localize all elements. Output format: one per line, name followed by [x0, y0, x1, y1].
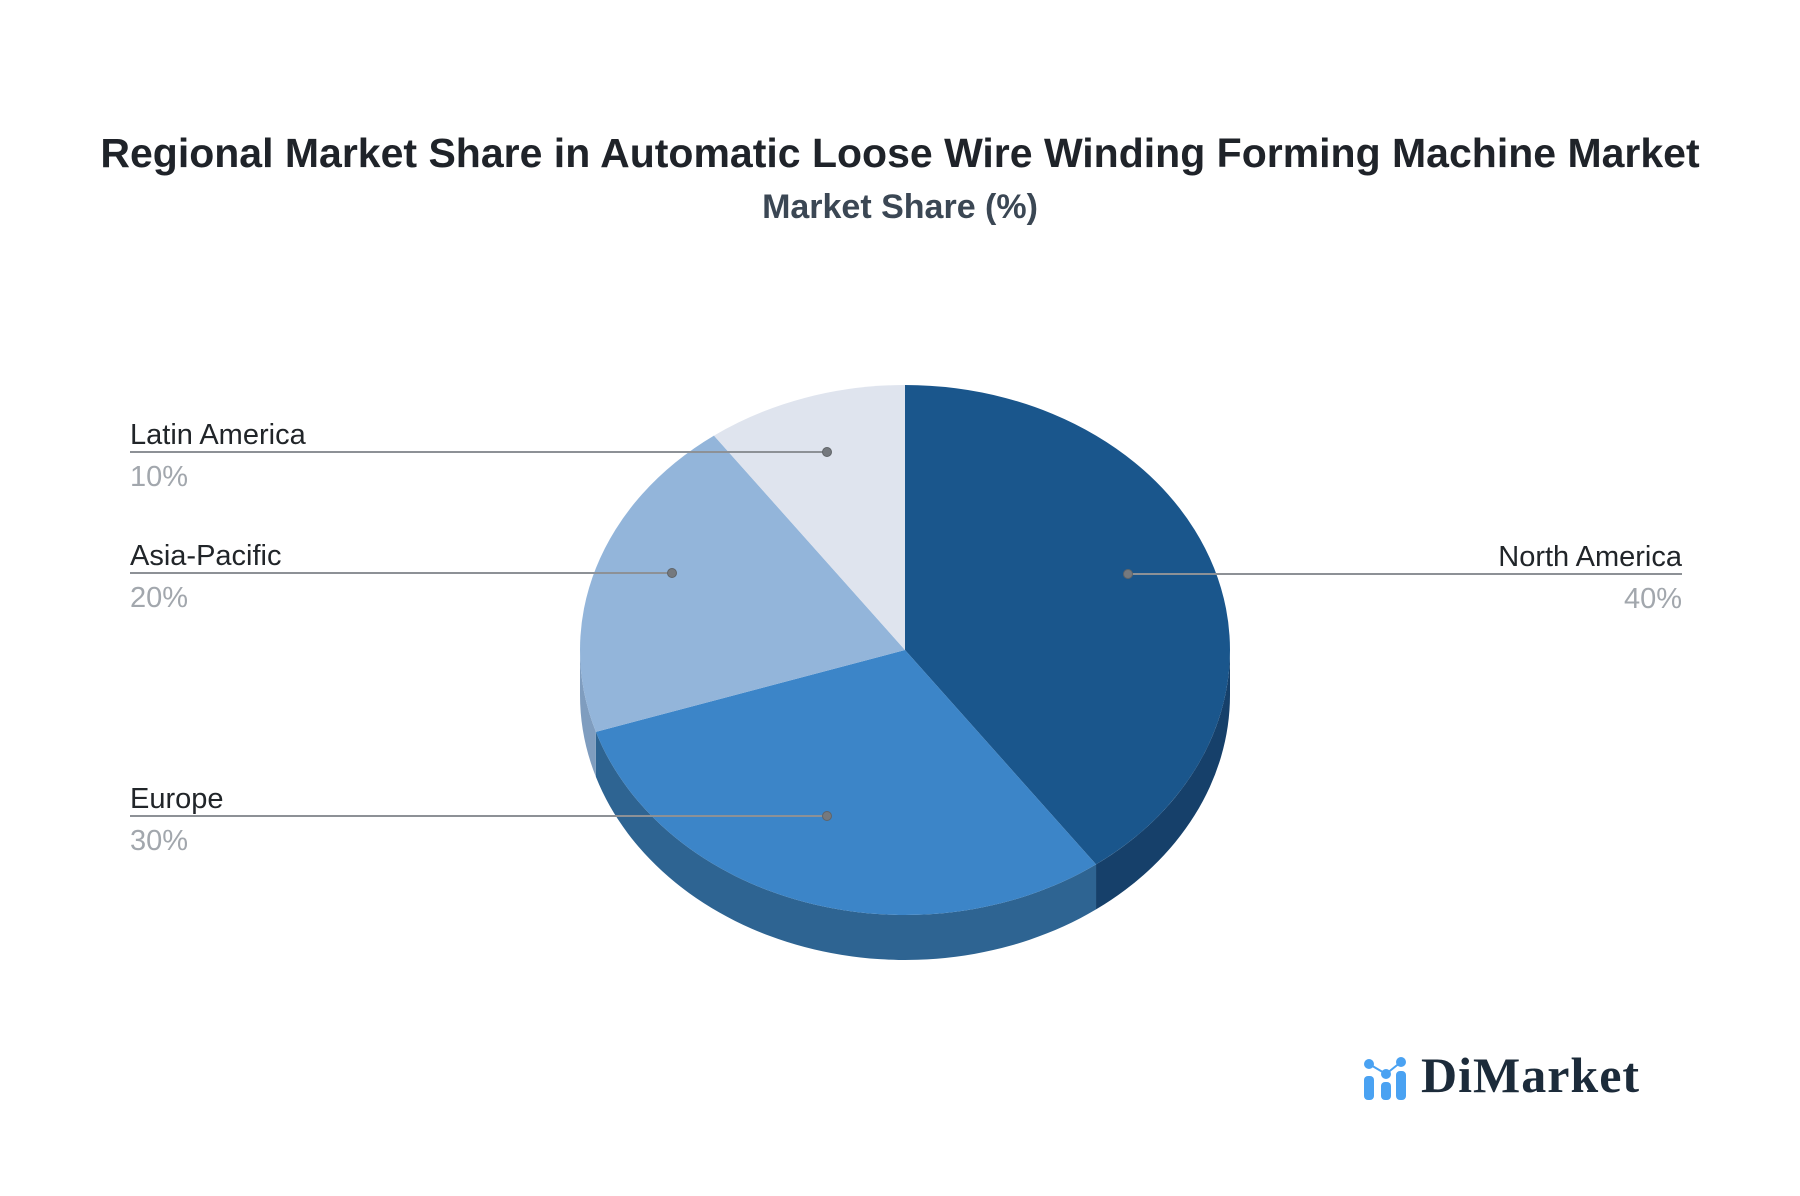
pie-percent: 30% [130, 825, 189, 857]
pie-percent: 10% [130, 461, 189, 493]
pie-percent: 20% [130, 582, 189, 614]
leader-dot [1123, 569, 1133, 579]
pie-label: North America [1498, 541, 1682, 573]
pie-slice-side-north-america [1096, 650, 1230, 910]
pie-label: Europe [130, 783, 224, 815]
brand-logo: DiMarket [1360, 1040, 1640, 1100]
chart-subtitle: Market Share (%) [762, 188, 1038, 226]
leader-dot [822, 447, 832, 457]
pie-slice-north-america [905, 385, 1230, 865]
pie-slice-asia-pacific [579, 435, 905, 732]
pie-percent: 40% [1623, 583, 1682, 615]
pie-slice-europe [595, 650, 1097, 915]
pie-label: Asia-Pacific [130, 540, 282, 572]
pie-slice-side-asia-pacific [580, 650, 596, 777]
leader-dot [822, 811, 832, 821]
pie-callout-europe: Europe 30% [130, 782, 224, 858]
pie-callout-latin-america: Latin America 10% [130, 418, 306, 494]
pie-callout-asia-pacific: Asia-Pacific 20% [130, 539, 282, 615]
pie-slice-side-europe [595, 731, 1097, 961]
bar-line-chart-icon [1364, 1057, 1406, 1100]
leader-dot [667, 568, 677, 578]
chart-title: Regional Market Share in Automatic Loose… [100, 130, 1700, 176]
brand-name: DiMarket [1421, 1047, 1641, 1103]
pie-callout-north-america: North America 40% [1498, 540, 1682, 616]
pie-label: Latin America [130, 419, 306, 451]
